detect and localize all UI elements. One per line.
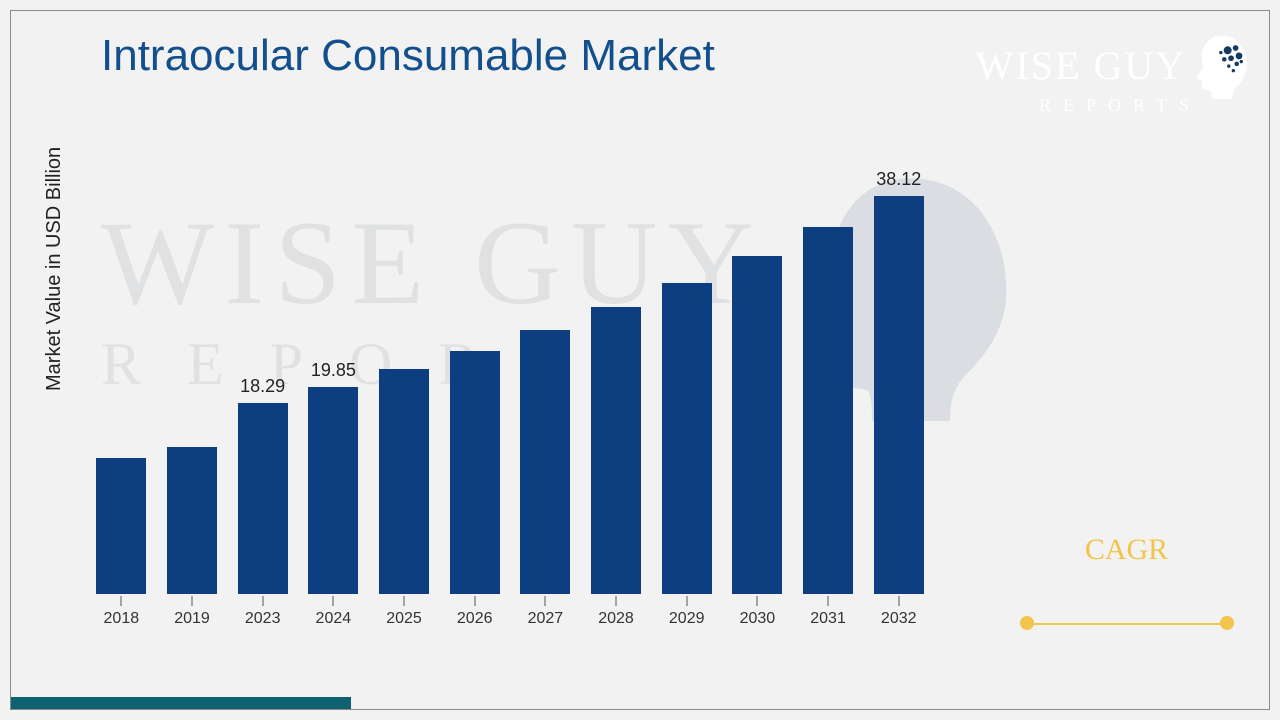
brand-name-line1: WISE GUY [976,42,1186,89]
bar-slot: 19.852024 [298,387,369,594]
bar-value-label: 38.12 [876,169,921,190]
bar [803,227,853,594]
x-axis-label: 2024 [316,610,352,628]
bar-value-label: 19.85 [311,360,356,381]
x-axis-label: 2019 [174,610,210,628]
bar [167,447,217,594]
bar-slot: 2027 [510,330,581,594]
x-axis-tick [333,596,334,606]
bar-slot: 2026 [439,351,510,594]
x-axis-tick [192,596,193,606]
bar [662,283,712,594]
bar-slot: 2025 [369,369,440,594]
plot-region: 2018201918.29202319.85202420252026202720… [86,176,934,594]
bar [308,387,358,594]
x-axis-tick [404,596,405,606]
x-axis-tick [545,596,546,606]
bar [874,196,924,594]
x-axis-label: 2029 [669,610,705,628]
cagr-range: (2019-2032) [1009,569,1244,601]
bar-value-label: 18.29 [240,376,285,397]
x-axis-label: 2028 [598,610,634,628]
x-axis-tick [828,596,829,606]
cagr-value: 8.5% [1009,641,1244,679]
report-frame: WISE GUY REPORTS Intraocular Consumable … [10,10,1270,710]
chart-area: Intraocular Consumable Market Market Val… [11,11,949,709]
bar-slot: 18.292023 [227,403,298,594]
x-axis-label: 2027 [528,610,564,628]
bar-slot: 2030 [722,256,793,594]
bar-slot: 2018 [86,458,157,594]
bar [238,403,288,594]
x-axis-label: 2030 [740,610,776,628]
bar-slot: 2029 [651,283,722,594]
bar [96,458,146,594]
bar-slot: 2019 [157,447,228,594]
cagr-block: CAGR (2019-2032) 8.5% [1009,533,1244,679]
x-axis-label: 2031 [810,610,846,628]
cagr-label: CAGR [1009,533,1244,567]
bar [732,256,782,594]
x-axis-label: 2032 [881,610,917,628]
x-axis-tick [757,596,758,606]
x-axis-tick [262,596,263,606]
bar-slot: 2031 [793,227,864,594]
bar-slot: 2028 [581,307,652,594]
bars-container: 2018201918.29202319.85202420252026202720… [86,176,934,594]
cagr-divider [1027,615,1227,631]
x-axis-tick [474,596,475,606]
bar [591,307,641,594]
bar [450,351,500,594]
x-axis-tick [121,596,122,606]
bar [520,330,570,594]
x-axis-tick [686,596,687,606]
x-axis-label: 2018 [104,610,140,628]
bar [379,369,429,594]
bar-slot: 38.122032 [863,196,934,594]
x-axis-tick [616,596,617,606]
y-axis-label: Market Value in USD Billion [43,147,66,391]
brand-logo: WISE GUY REPORTS [984,31,1244,116]
x-axis-label: 2026 [457,610,493,628]
bottom-accent-strip [11,697,351,709]
x-axis-tick [898,596,899,606]
brand-head-icon [1192,31,1252,99]
x-axis-label: 2025 [386,610,422,628]
x-axis-label: 2023 [245,610,281,628]
chart-title: Intraocular Consumable Market [101,31,715,81]
